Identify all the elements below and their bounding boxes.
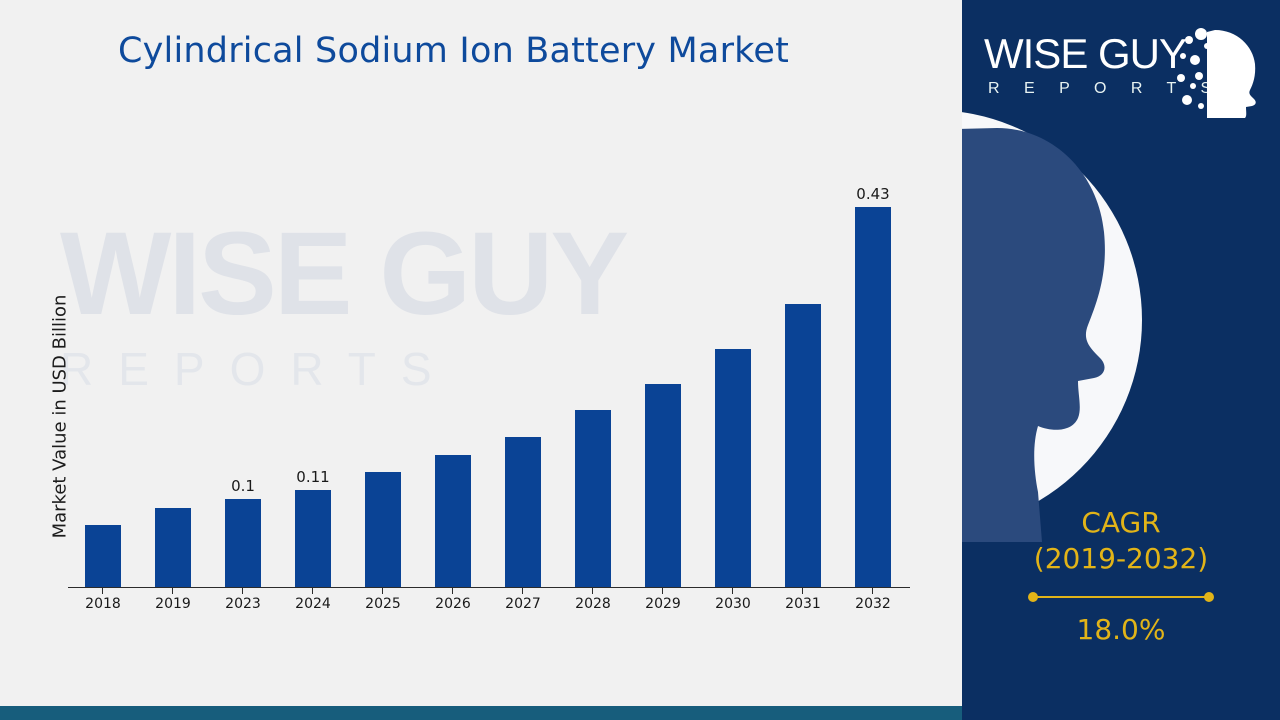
cagr-label: CAGR	[1081, 506, 1161, 539]
x-tick-label: 2026	[435, 596, 471, 612]
page-title: Cylindrical Sodium Ion Battery Market	[118, 31, 790, 71]
head-silhouette-icon	[962, 128, 1105, 542]
bar	[365, 472, 401, 587]
bar	[855, 207, 891, 587]
logo-wordmark: WISE GUY	[984, 30, 1187, 77]
logo-subtitle: R E P O R T S	[988, 80, 1222, 97]
footer-bar	[0, 706, 962, 720]
x-axis-line	[68, 587, 910, 588]
divider-dot-right	[1204, 592, 1214, 602]
axis-tick	[662, 587, 663, 594]
divider-line	[1034, 596, 1208, 598]
axis-tick	[592, 587, 593, 594]
bar	[785, 304, 821, 587]
x-tick-label: 2019	[155, 596, 191, 612]
axis-tick	[312, 587, 313, 594]
bar-slot	[698, 150, 768, 594]
bar	[645, 384, 681, 587]
chart-panel: Cylindrical Sodium Ion Battery Market WI…	[49, 31, 910, 616]
cagr-value: 18.0%	[1076, 613, 1166, 646]
bar-slot	[348, 150, 418, 594]
x-tick-label: 2018	[85, 596, 121, 612]
x-tick-label: 2031	[785, 596, 821, 612]
brand-panel: WISE GUY R E P O R T S CAGR (2019-2032)	[962, 0, 1280, 720]
divider-dot-left	[1028, 592, 1038, 602]
bar-slot	[418, 150, 488, 594]
x-tick-label: 2030	[715, 596, 751, 612]
bar-series: 0.1 0.11 0.43	[68, 150, 908, 594]
x-axis-tick-labels: 2018 2019 2023 2024 2025 2026 2027 2028 2029 2030…	[68, 592, 908, 616]
axis-tick	[802, 587, 803, 594]
bar-slot	[558, 150, 628, 594]
bar-slot: 0.43	[838, 150, 908, 594]
bar-slot	[628, 150, 698, 594]
bar-slot	[768, 150, 838, 594]
bar	[225, 499, 261, 587]
bar-slot: 0.11	[278, 150, 348, 594]
bar-value-label: 0.11	[296, 468, 330, 486]
axis-tick	[102, 587, 103, 594]
bar	[715, 349, 751, 587]
x-tick-label: 2023	[225, 596, 261, 612]
x-tick-label: 2025	[365, 596, 401, 612]
bar-slot	[488, 150, 558, 594]
bar-value-label: 0.1	[231, 477, 255, 495]
axis-tick	[732, 587, 733, 594]
bar-slot	[68, 150, 138, 594]
axis-tick	[242, 587, 243, 594]
bar	[435, 455, 471, 587]
cagr-period: (2019-2032)	[1033, 542, 1209, 575]
bar	[575, 410, 611, 587]
brand-logo: WISE GUY R E P O R T S	[962, 26, 1280, 118]
x-tick-label: 2027	[505, 596, 541, 612]
cagr-divider	[1028, 591, 1214, 603]
bar	[505, 437, 541, 587]
axis-tick	[522, 587, 523, 594]
x-tick-label: 2024	[295, 596, 331, 612]
x-tick-label: 2032	[855, 596, 891, 612]
axis-tick	[452, 587, 453, 594]
axis-tick	[382, 587, 383, 594]
axis-tick	[172, 587, 173, 594]
bar-value-label: 0.43	[856, 185, 890, 203]
axis-tick	[872, 587, 873, 594]
x-tick-label: 2029	[645, 596, 681, 612]
logo-head-icon	[1177, 28, 1256, 118]
bar	[155, 508, 191, 587]
bar-slot	[138, 150, 208, 594]
bar	[295, 490, 331, 587]
bar	[85, 525, 121, 587]
bar-slot: 0.1	[208, 150, 278, 594]
cagr-block: CAGR (2019-2032) 18.0%	[962, 505, 1280, 646]
x-tick-label: 2028	[575, 596, 611, 612]
